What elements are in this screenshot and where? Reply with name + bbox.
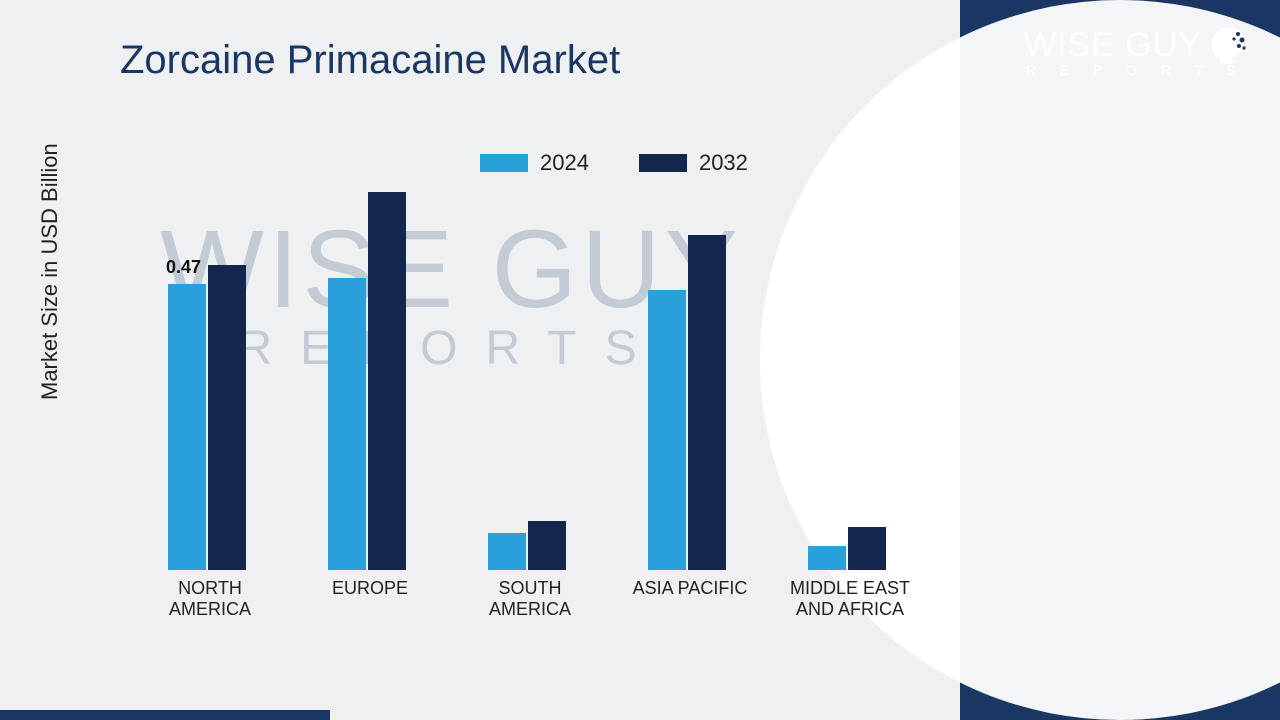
chart-title: Zorcaine Primacaine Market (120, 38, 620, 83)
bar-group: 0.47NORTH AMERICA (150, 180, 270, 570)
bar-2032 (528, 521, 566, 570)
category-label: ASIA PACIFIC (620, 578, 760, 599)
bar-group: EUROPE (310, 180, 430, 570)
bar-group: SOUTH AMERICA (470, 180, 590, 570)
bottom-accent-bar (0, 710, 330, 720)
chart-area: Market Size in USD Billion 2024 2032 0.4… (60, 150, 960, 650)
bar-2032 (208, 265, 246, 570)
logo-head-icon (1208, 24, 1250, 66)
category-label: SOUTH AMERICA (460, 578, 600, 619)
logo-main-text: WISE GUY (1024, 26, 1202, 65)
bar-2032 (368, 192, 406, 570)
legend-swatch-2032 (639, 154, 687, 172)
bar-group: MIDDLE EAST AND AFRICA (790, 180, 910, 570)
category-label: EUROPE (300, 578, 440, 599)
bar-group: ASIA PACIFIC (630, 180, 750, 570)
bar-2024 (648, 290, 686, 570)
bar-2024 (488, 533, 526, 570)
legend-label-2032: 2032 (699, 150, 748, 176)
bar-2024 (808, 546, 846, 570)
plot-region: 0.47NORTH AMERICA EUROPE SOUTH AMERICA ASIA… (150, 180, 940, 570)
bar-2032 (688, 235, 726, 570)
report-canvas: WISE GUY R E P O R T S Zorcaine Primacai… (0, 0, 1280, 720)
y-axis-label: Market Size in USD Billion (37, 143, 63, 400)
wiseguy-logo: WISE GUY R E P O R T S (1024, 24, 1250, 78)
legend-label-2024: 2024 (540, 150, 589, 176)
bar-2024 (328, 278, 366, 571)
legend-item-2024: 2024 (480, 150, 589, 176)
category-label: MIDDLE EAST AND AFRICA (780, 578, 920, 619)
bar-2024 (168, 284, 206, 570)
category-label: NORTH AMERICA (140, 578, 280, 619)
bar-value-label: 0.47 (166, 257, 201, 278)
legend-item-2032: 2032 (639, 150, 748, 176)
legend-swatch-2024 (480, 154, 528, 172)
bar-2032 (848, 527, 886, 570)
legend: 2024 2032 (480, 150, 748, 176)
